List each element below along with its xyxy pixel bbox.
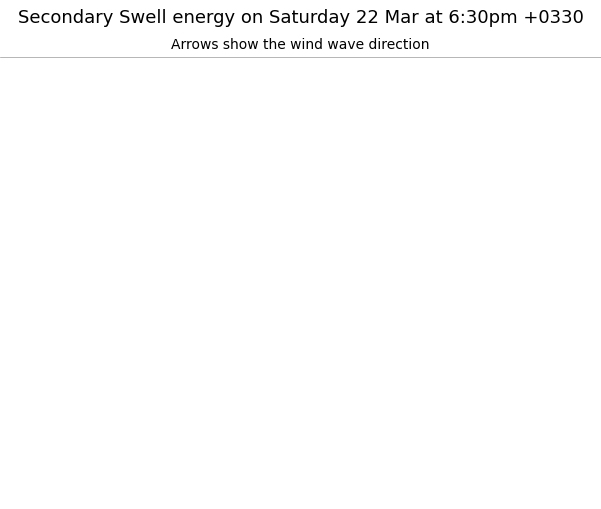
Text: Cartopy required for map rendering: Cartopy required for map rendering (152, 274, 449, 292)
Text: Secondary Swell energy on Saturday 22 Mar at 6:30pm +0330: Secondary Swell energy on Saturday 22 Ma… (17, 10, 584, 27)
Text: Arrows show the wind wave direction: Arrows show the wind wave direction (171, 38, 430, 52)
